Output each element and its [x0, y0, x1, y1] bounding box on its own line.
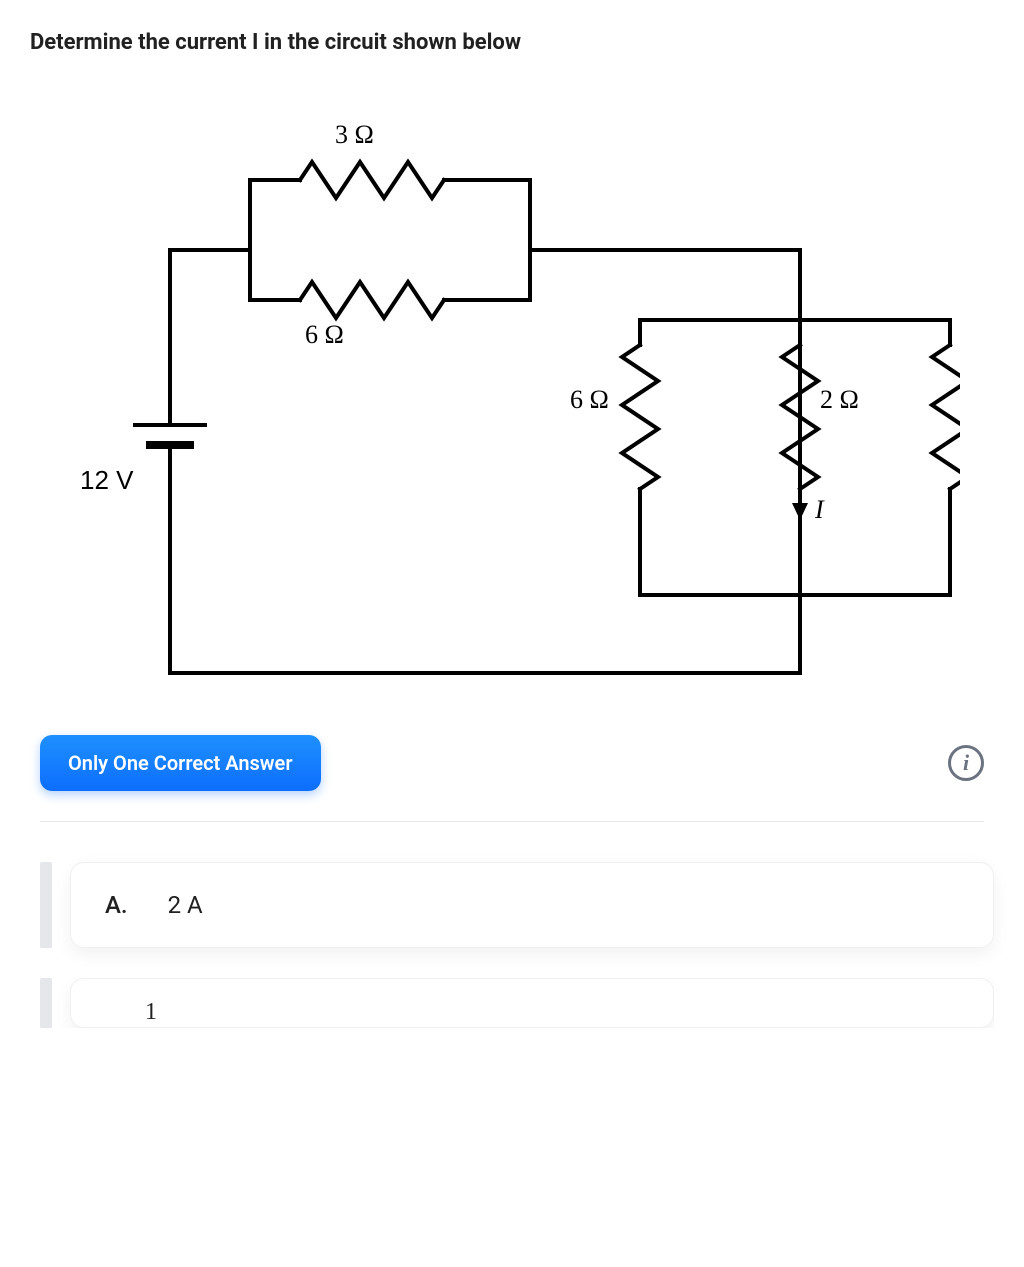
circuit-diagram: 3 Ω 6 Ω 6 Ω 2 Ω I 12 V	[50, 65, 960, 695]
label-r-mid: 6 Ω	[305, 320, 344, 350]
option-card-partial[interactable]: 1	[70, 978, 994, 1028]
question-text: Determine the current I in the circuit s…	[30, 30, 994, 55]
answer-type-badge: Only One Correct Answer	[40, 735, 321, 791]
option-marker	[40, 978, 52, 1028]
option-value: 2 A	[168, 891, 203, 919]
option-value-partial: 1	[145, 999, 157, 1026]
option-row: A. 2 A	[40, 862, 994, 948]
option-marker	[40, 862, 52, 948]
option-card-a[interactable]: A. 2 A	[70, 862, 994, 948]
divider	[40, 821, 984, 822]
option-letter: A.	[105, 891, 128, 919]
option-row-partial: 1	[40, 978, 994, 1028]
label-r-par1: 6 Ω	[570, 385, 609, 415]
info-icon[interactable]: i	[948, 745, 984, 781]
circuit-svg	[50, 65, 960, 695]
label-r-top: 3 Ω	[335, 120, 374, 150]
label-r-par2: 2 Ω	[820, 385, 859, 415]
label-current-i: I	[815, 495, 824, 525]
label-voltage: 12 V	[80, 465, 134, 496]
badge-row: Only One Correct Answer i	[30, 735, 994, 791]
